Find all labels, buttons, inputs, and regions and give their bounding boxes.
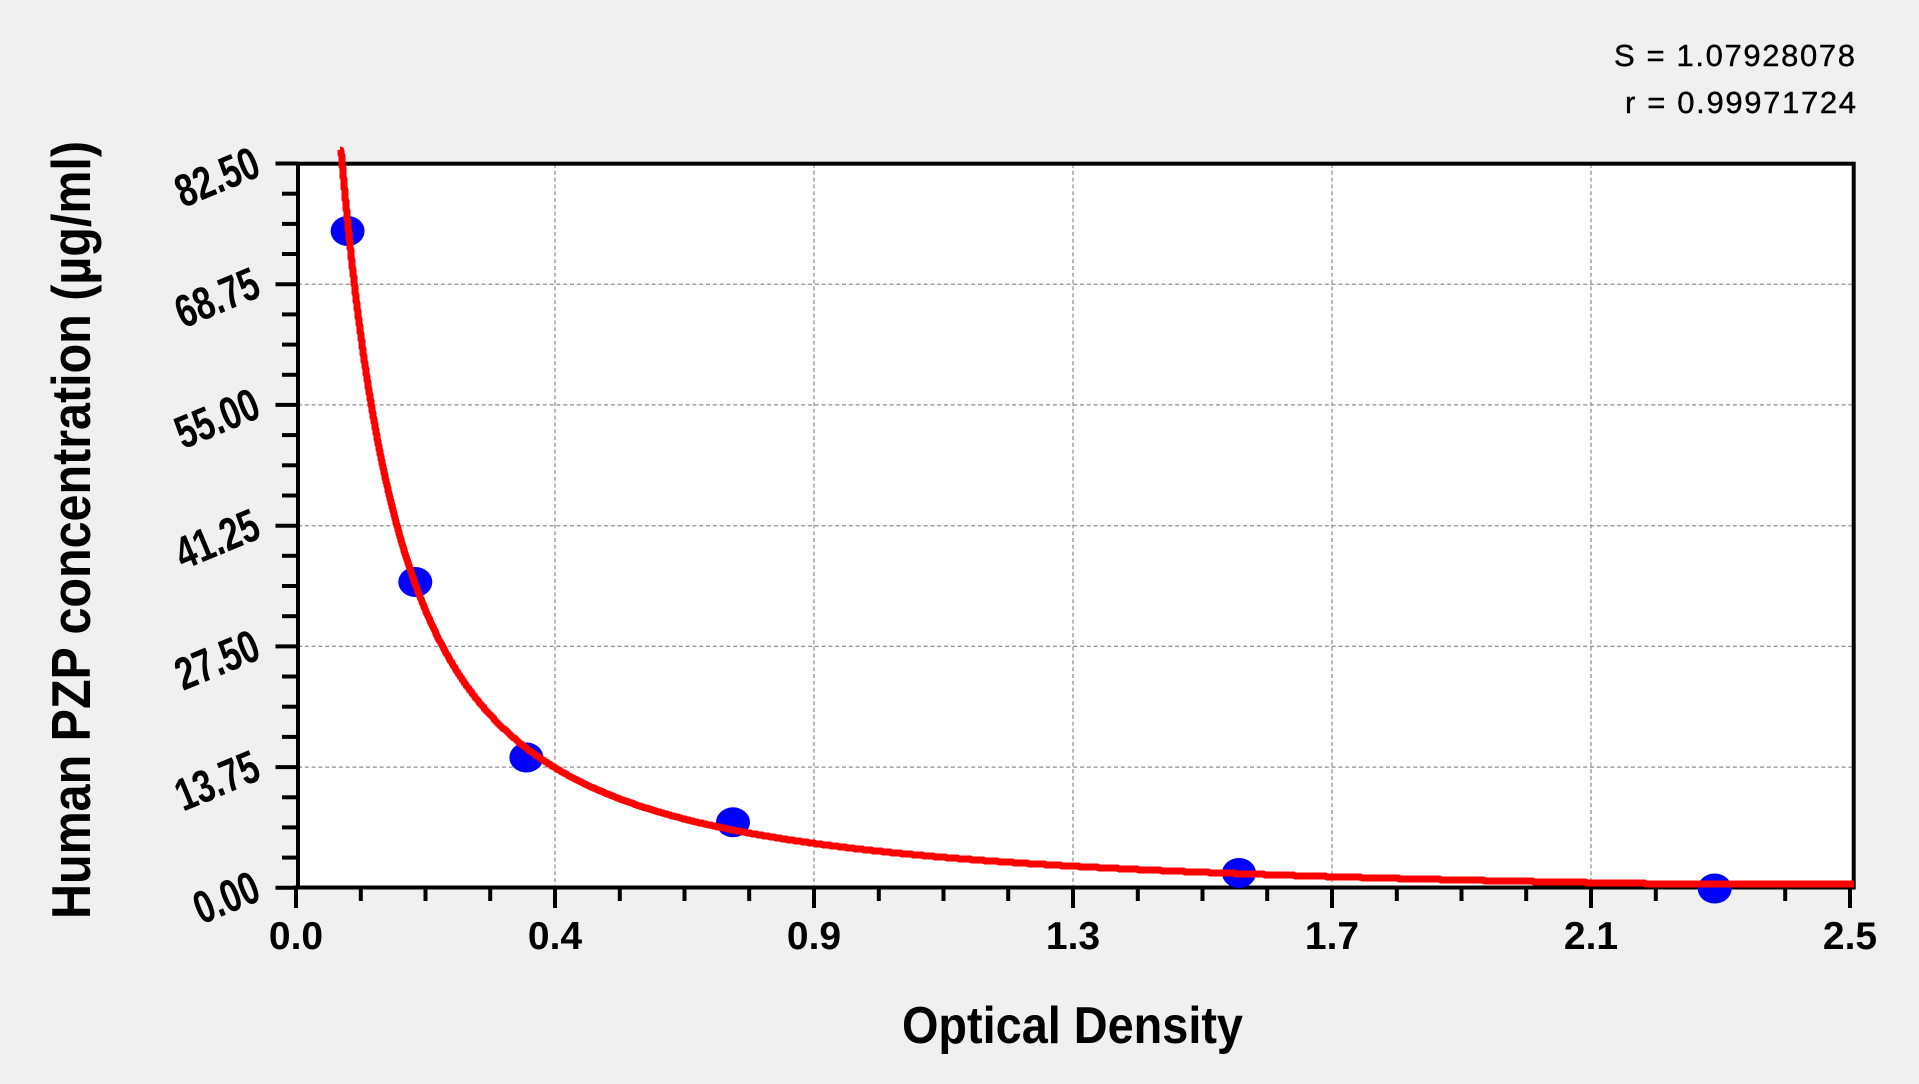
svg-text:2.5: 2.5 [1823, 915, 1877, 958]
svg-text:2.1: 2.1 [1564, 915, 1618, 958]
svg-text:r = 0.99971724: r = 0.99971724 [1625, 85, 1856, 120]
svg-text:S = 1.07928078: S = 1.07928078 [1614, 38, 1855, 73]
svg-text:Optical Density: Optical Density [902, 997, 1243, 1055]
svg-text:Human PZP concentration (µg/ml: Human PZP concentration (µg/ml) [40, 141, 102, 919]
svg-text:0.0: 0.0 [269, 915, 323, 958]
svg-text:0.9: 0.9 [787, 915, 841, 958]
svg-text:0.4: 0.4 [528, 915, 583, 958]
svg-text:1.7: 1.7 [1305, 915, 1359, 958]
svg-text:1.3: 1.3 [1046, 915, 1100, 958]
